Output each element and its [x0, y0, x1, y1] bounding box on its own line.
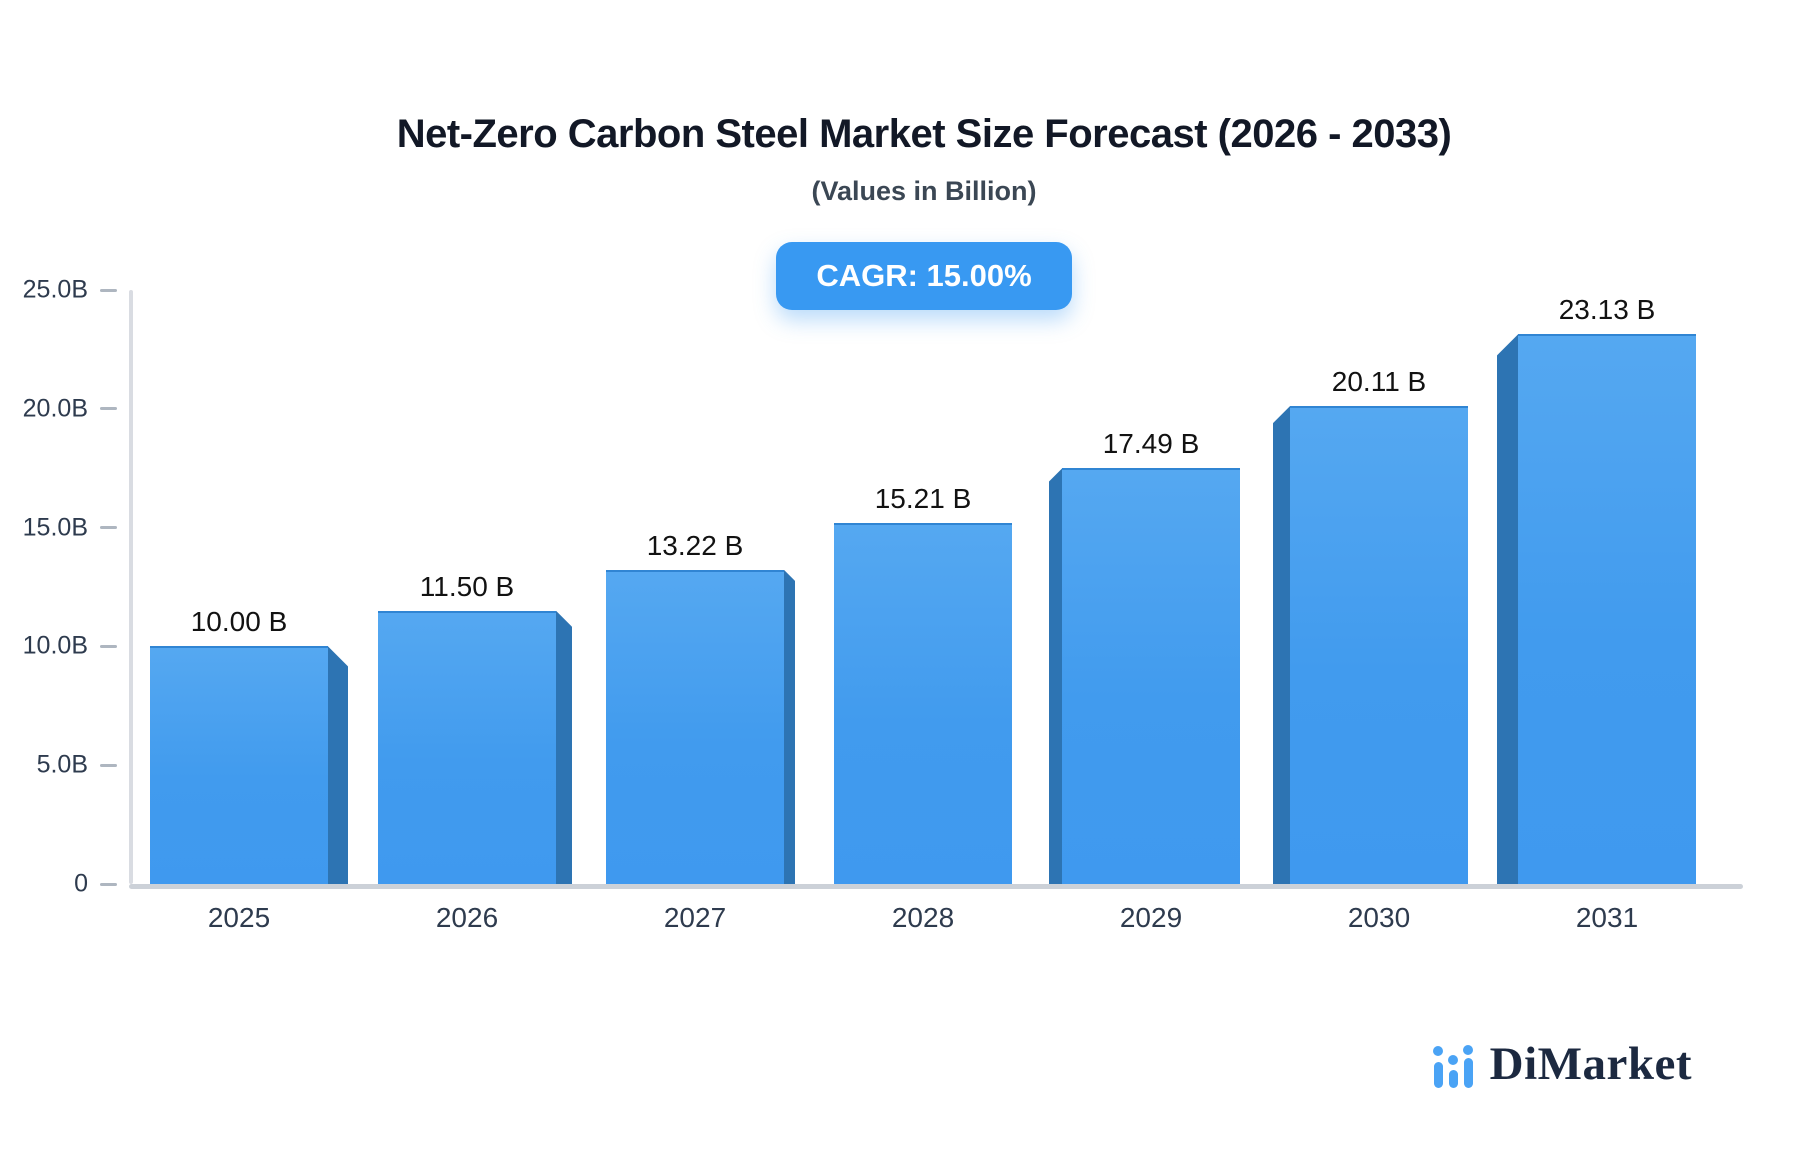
- cagr-badge: CAGR: 15.00%: [776, 242, 1072, 310]
- bar-2030[interactable]: [1290, 406, 1468, 884]
- y-axis-line: [129, 290, 133, 884]
- y-axis-tick-mark: [100, 763, 117, 767]
- y-axis-tick-label: 25.0B: [22, 275, 88, 304]
- y-axis-tick-label: 20.0B: [22, 394, 88, 423]
- bar-2029[interactable]: [1062, 468, 1240, 884]
- bar-side-face: [556, 610, 572, 884]
- bar-2027[interactable]: [606, 569, 784, 884]
- bar-side-face: [1273, 406, 1290, 884]
- bar-side-face: [1497, 334, 1518, 884]
- y-axis-tick-mark: [100, 288, 117, 292]
- x-axis-label: 2031: [1575, 902, 1639, 933]
- bar-2025[interactable]: [150, 646, 328, 884]
- y-axis-tick-label: 5.0B: [36, 750, 88, 779]
- x-axis-label: 2025: [207, 902, 271, 933]
- bar-2028[interactable]: [834, 522, 1012, 884]
- brand-name: DiMarket: [1489, 1038, 1692, 1090]
- bar-value-label: 15.21 B: [874, 482, 972, 514]
- bar-value-label: 20.11 B: [1331, 366, 1427, 398]
- bar-value-label: 13.22 B: [646, 529, 744, 561]
- x-axis-label: 2028: [891, 902, 955, 933]
- chart-subtitle: (Values in Billion): [811, 176, 1037, 206]
- y-axis-tick-mark: [100, 882, 117, 886]
- bar-value-label: 11.50 B: [419, 570, 515, 602]
- x-axis-label: 2026: [435, 902, 499, 933]
- y-axis-tick-mark: [100, 407, 117, 411]
- x-axis-label: 2029: [1119, 902, 1183, 933]
- chart-title: Net-Zero Carbon Steel Market Size Foreca…: [396, 112, 1452, 156]
- y-axis-tick-label: 15.0B: [22, 513, 88, 542]
- y-axis-tick-label: 0: [74, 869, 88, 898]
- y-axis-tick-label: 10.0B: [22, 631, 88, 660]
- x-axis-label: 2027: [663, 902, 727, 933]
- x-axis-baseline: [129, 884, 1743, 889]
- bar-side-face: [328, 646, 348, 884]
- y-axis-tick-mark: [100, 526, 117, 530]
- bar-2031[interactable]: [1518, 334, 1696, 884]
- chart-header: Net-Zero Carbon Steel Market Size Foreca…: [48, 0, 1800, 310]
- brand-logo: DiMarket: [1430, 1038, 1692, 1088]
- bar-2026[interactable]: [378, 610, 556, 884]
- bar-side-face: [784, 569, 795, 884]
- bar-value-label: 23.13 B: [1558, 294, 1656, 326]
- y-axis-tick-mark: [100, 644, 117, 648]
- bar-value-label: 17.49 B: [1102, 428, 1200, 460]
- bar-value-label: 10.00 B: [190, 606, 288, 638]
- bar-side-face: [1049, 468, 1062, 884]
- x-axis-label: 2030: [1347, 902, 1411, 933]
- mini-bar-chart-icon: [1430, 1038, 1478, 1088]
